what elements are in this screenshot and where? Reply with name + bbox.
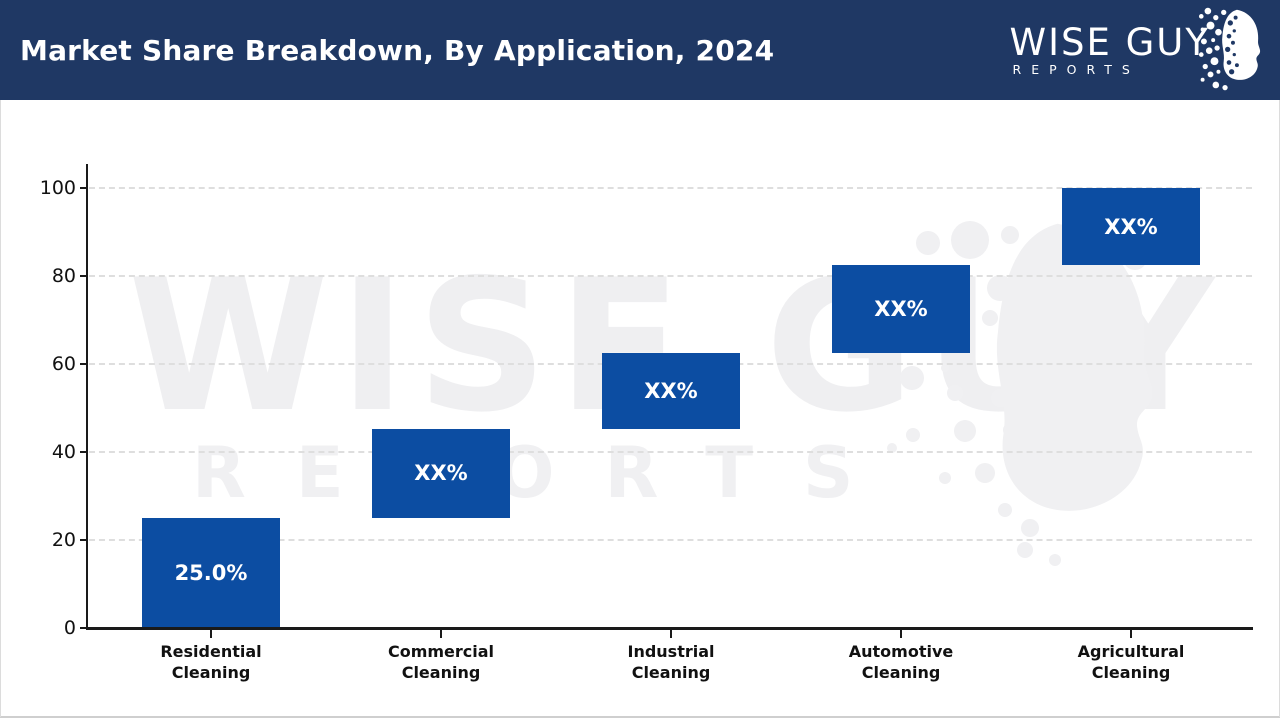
logo-wordmark: WISE GUY <box>1009 20 1210 64</box>
bar-label-agricultural-cleaning: XX% <box>1104 214 1158 239</box>
category-label-industrial-cleaning: Industrial Cleaning <box>627 642 715 682</box>
logo-subtitle: REPORTS <box>1012 61 1140 77</box>
y-tick-label-0: 0 <box>63 617 76 639</box>
bar-commercial-cleaning: XX% <box>372 428 510 518</box>
left-border <box>0 100 1 717</box>
category-label-commercial-cleaning: Commercial Cleaning <box>387 642 495 682</box>
x-tick-residential-cleaning <box>210 630 212 638</box>
bar-automotive-cleaning: XX% <box>832 265 970 354</box>
y-tick-100 <box>80 187 88 189</box>
bar-industrial-cleaning: XX% <box>602 353 740 429</box>
header-bar: Market Share Breakdown, By Application, … <box>0 0 1280 100</box>
x-tick-commercial-cleaning <box>440 630 442 638</box>
chart-title: Market Share Breakdown, By Application, … <box>20 33 775 67</box>
y-axis-line <box>86 164 88 630</box>
wiseguy-logo: WISE GUY REPORTS <box>1010 6 1262 94</box>
y-tick-label-20: 20 <box>51 529 76 551</box>
x-tick-industrial-cleaning <box>670 630 672 638</box>
gridline-80 <box>89 275 1252 277</box>
y-tick-20 <box>80 539 88 541</box>
y-tick-label-100: 100 <box>39 177 76 199</box>
bar-residential-cleaning: 25.0% <box>142 518 280 628</box>
y-tick-40 <box>80 451 88 453</box>
x-axis-line <box>86 627 1253 630</box>
bar-label-industrial-cleaning: XX% <box>644 379 698 404</box>
bottom-border <box>0 716 1280 718</box>
y-tick-60 <box>80 363 88 365</box>
watermark-subtitle: REPORTS <box>192 432 904 514</box>
bar-label-automotive-cleaning: XX% <box>874 297 928 322</box>
category-label-residential-cleaning: Residential Cleaning <box>160 642 262 682</box>
gridline-40 <box>89 451 1252 453</box>
wiseguy-head-icon <box>1198 7 1261 91</box>
x-tick-automotive-cleaning <box>900 630 902 638</box>
y-tick-80 <box>80 275 88 277</box>
y-tick-0 <box>80 627 88 629</box>
y-tick-label-60: 60 <box>51 353 76 375</box>
gridline-100 <box>89 187 1252 189</box>
category-label-agricultural-cleaning: Agricultural Cleaning <box>1077 642 1185 682</box>
bar-label-commercial-cleaning: XX% <box>414 461 468 486</box>
category-label-automotive-cleaning: Automotive Cleaning <box>848 642 954 682</box>
gridline-20 <box>89 539 1252 541</box>
x-tick-agricultural-cleaning <box>1130 630 1132 638</box>
bar-agricultural-cleaning: XX% <box>1062 188 1200 265</box>
y-tick-label-40: 40 <box>51 441 76 463</box>
y-tick-label-80: 80 <box>51 265 76 287</box>
bar-label-residential-cleaning: 25.0% <box>174 561 248 585</box>
